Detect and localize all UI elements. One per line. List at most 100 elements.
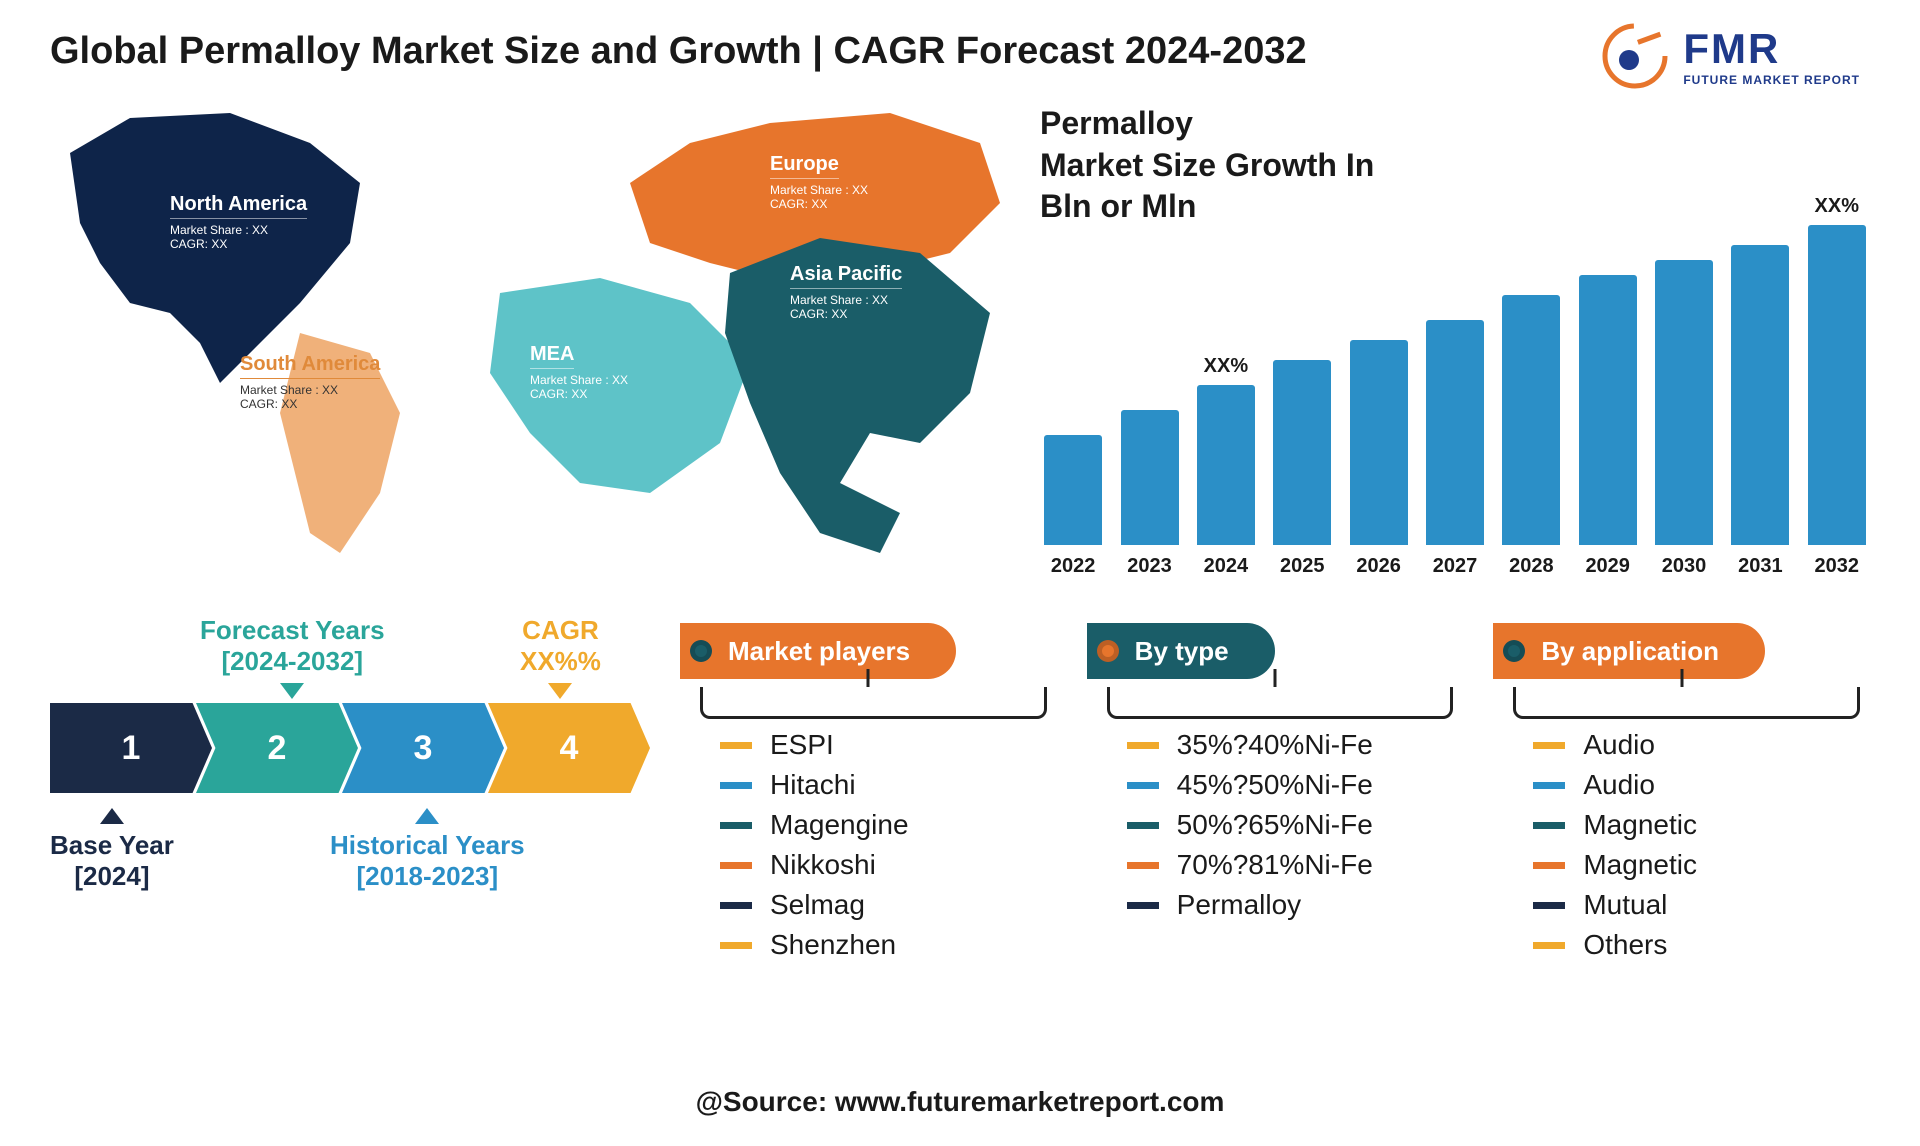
- bar: [1655, 260, 1713, 545]
- brand-logo: FMR FUTURE MARKET REPORT: [1599, 20, 1860, 92]
- item-text: Others: [1583, 929, 1667, 961]
- item-list: Audio Audio Magnetic Magnetic Mutual Oth…: [1493, 729, 1870, 961]
- bar-percent-label: XX%: [1815, 195, 1859, 218]
- region-share: Market Share : XX: [240, 383, 380, 397]
- world-map: North America Market Share : XX CAGR: XX…: [50, 103, 1000, 573]
- item-text: Hitachi: [770, 769, 856, 801]
- item-text: 70%?81%Ni-Fe: [1177, 849, 1373, 881]
- bar-col: 2025: [1269, 360, 1335, 578]
- bar: [1273, 360, 1331, 545]
- category-column: By type 35%?40%Ni-Fe 45%?50%Ni-Fe 50%?65…: [1087, 623, 1464, 961]
- bar-col: 2023: [1116, 410, 1182, 578]
- bar-col: 2022: [1040, 435, 1106, 578]
- bar-year-label: 2025: [1280, 555, 1325, 578]
- bullet-icon: [1097, 640, 1119, 662]
- list-item: Selmag: [720, 889, 1057, 921]
- region-label: Asia Pacific: [790, 263, 902, 289]
- bar: [1426, 320, 1484, 545]
- bar-col: XX%2032: [1804, 225, 1870, 578]
- dash-icon: [1533, 742, 1565, 749]
- chart-title: Permalloy Market Size Growth In Bln or M…: [1040, 103, 1870, 228]
- category-column: By application Audio Audio Magnetic Magn…: [1493, 623, 1870, 961]
- list-item: 70%?81%Ni-Fe: [1127, 849, 1464, 881]
- region-cagr: CAGR: XX: [770, 197, 868, 211]
- bar-col: XX%2024: [1193, 385, 1259, 578]
- logo-icon: [1599, 20, 1671, 92]
- item-text: 45%?50%Ni-Fe: [1177, 769, 1373, 801]
- bar: [1197, 385, 1255, 545]
- region-label: MEA: [530, 343, 574, 369]
- bracket-icon: [1087, 687, 1464, 719]
- list-item: Shenzhen: [720, 929, 1057, 961]
- bar-col: 2027: [1422, 320, 1488, 578]
- list-item: Magengine: [720, 809, 1057, 841]
- list-item: Audio: [1533, 769, 1870, 801]
- category-pill: Market players: [680, 623, 956, 679]
- region-cagr: CAGR: XX: [240, 397, 380, 411]
- timeline-step: 3: [342, 703, 504, 793]
- item-text: Magengine: [770, 809, 909, 841]
- region-label: Europe: [770, 153, 839, 179]
- dash-icon: [1533, 902, 1565, 909]
- item-text: Permalloy: [1177, 889, 1301, 921]
- dash-icon: [720, 862, 752, 869]
- dash-icon: [720, 742, 752, 749]
- item-text: Magnetic: [1583, 849, 1697, 881]
- region-share: Market Share : XX: [790, 293, 902, 307]
- category-pill: By type: [1087, 623, 1275, 679]
- item-text: ESPI: [770, 729, 834, 761]
- list-item: 50%?65%Ni-Fe: [1127, 809, 1464, 841]
- item-text: Selmag: [770, 889, 865, 921]
- bar: [1121, 410, 1179, 545]
- page-title: Global Permalloy Market Size and Growth …: [50, 30, 1870, 73]
- pill-title: By application: [1525, 623, 1741, 679]
- pill-title: By type: [1119, 623, 1251, 679]
- category-pill: By application: [1493, 623, 1765, 679]
- dash-icon: [720, 782, 752, 789]
- bar-year-label: 2022: [1051, 555, 1096, 578]
- pill-title: Market players: [712, 623, 932, 679]
- region-cagr: CAGR: XX: [790, 307, 902, 321]
- timeline-step: 1: [50, 703, 212, 793]
- list-item: 35%?40%Ni-Fe: [1127, 729, 1464, 761]
- logo-subtitle: FUTURE MARKET REPORT: [1683, 73, 1860, 87]
- dash-icon: [1127, 902, 1159, 909]
- dash-icon: [1533, 782, 1565, 789]
- item-list: ESPI Hitachi Magengine Nikkoshi Selmag S…: [680, 729, 1057, 961]
- category-column: Market players ESPI Hitachi Magengine Ni…: [680, 623, 1057, 961]
- region-share: Market Share : XX: [770, 183, 868, 197]
- list-item: 45%?50%Ni-Fe: [1127, 769, 1464, 801]
- list-item: Magnetic: [1533, 809, 1870, 841]
- list-item: Mutual: [1533, 889, 1870, 921]
- bullet-icon: [690, 640, 712, 662]
- dash-icon: [1533, 822, 1565, 829]
- bar: [1044, 435, 1102, 545]
- bar: [1350, 340, 1408, 545]
- region-label: North America: [170, 193, 307, 219]
- dash-icon: [720, 902, 752, 909]
- timeline-base-label: Base Year[2024]: [50, 808, 174, 892]
- region-cagr: CAGR: XX: [170, 237, 307, 251]
- bar-col: 2029: [1575, 275, 1641, 578]
- list-item: Magnetic: [1533, 849, 1870, 881]
- timeline-hist-label: Historical Years[2018-2023]: [330, 808, 525, 892]
- bar-year-label: 2031: [1738, 555, 1783, 578]
- timeline-forecast-label: Forecast Years[2024-2032]: [200, 615, 385, 699]
- item-text: Shenzhen: [770, 929, 896, 961]
- bar-col: 2030: [1651, 260, 1717, 578]
- bar-year-label: 2030: [1662, 555, 1707, 578]
- list-item: Others: [1533, 929, 1870, 961]
- list-item: ESPI: [720, 729, 1057, 761]
- timeline-step: 2: [196, 703, 358, 793]
- dash-icon: [720, 822, 752, 829]
- item-text: Mutual: [1583, 889, 1667, 921]
- bar: [1808, 225, 1866, 545]
- bar-year-label: 2027: [1433, 555, 1478, 578]
- region-label: South America: [240, 353, 380, 379]
- dash-icon: [1533, 942, 1565, 949]
- item-text: Audio: [1583, 769, 1655, 801]
- list-item: Audio: [1533, 729, 1870, 761]
- bracket-icon: [1493, 687, 1870, 719]
- bar-year-label: 2029: [1585, 555, 1630, 578]
- bar-col: 2028: [1498, 295, 1564, 578]
